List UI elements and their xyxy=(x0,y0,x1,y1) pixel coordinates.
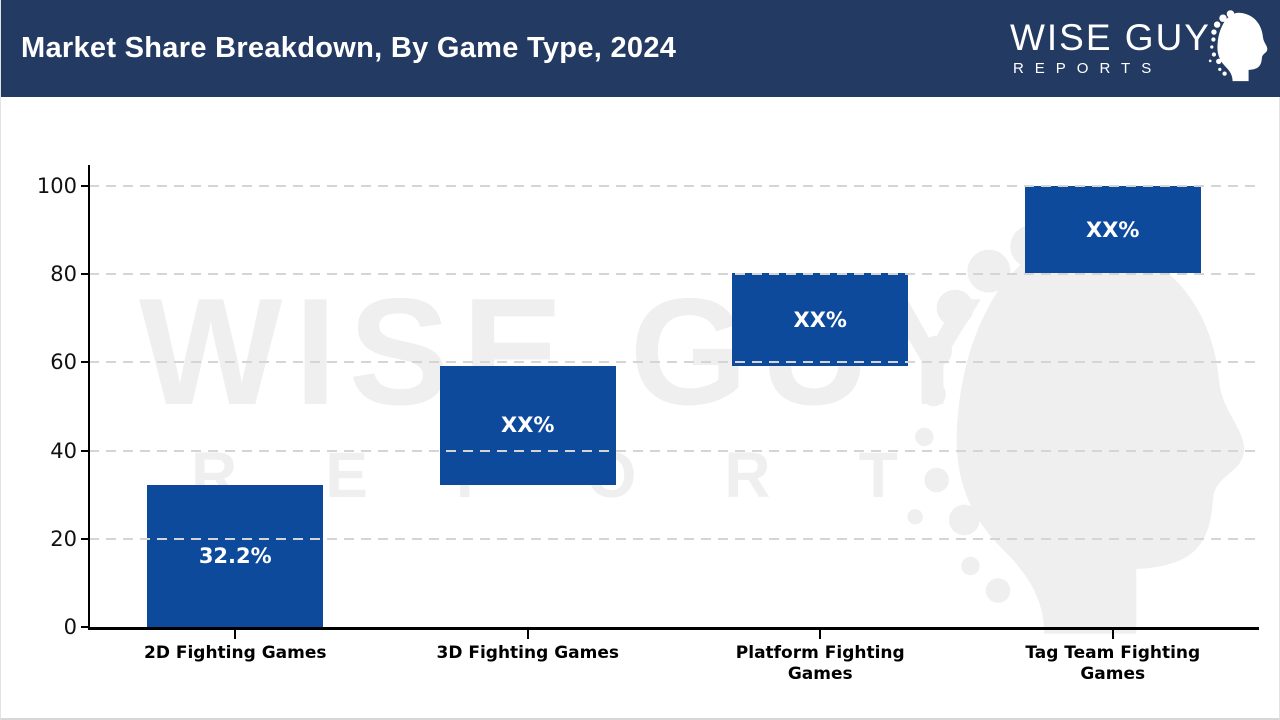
y-tick-label-40: 40 xyxy=(50,438,77,463)
x-category-label-3d-fighting-games: 3D Fighting Games xyxy=(436,643,619,663)
bar-value-label-tag-team-fighting-games: XX% xyxy=(1086,217,1140,242)
brand-sub-text: REPORTS xyxy=(1012,59,1163,77)
brand-logo: WISE GUY REPORTS xyxy=(1010,6,1271,88)
x-category-label-platform-fighting-games: Platform Fighting Games xyxy=(735,643,905,684)
y-tick-label-80: 80 xyxy=(50,262,77,287)
page-title: Market Share Breakdown, By Game Type, 20… xyxy=(21,32,677,64)
y-tick-label-60: 60 xyxy=(50,350,77,375)
x-tick-mark-platform-fighting-games xyxy=(819,630,822,639)
header-bar: Market Share Breakdown, By Game Type, 20… xyxy=(1,0,1280,97)
brand-logo-text: WISE GUY REPORTS xyxy=(1009,16,1211,77)
y-tick-mark-0 xyxy=(81,626,89,628)
x-axis-line xyxy=(88,627,1259,630)
brand-head-dots-icon xyxy=(1208,10,1268,82)
x-tick-mark-3d-fighting-games xyxy=(526,630,529,639)
y-tick-mark-100 xyxy=(81,185,89,187)
watermark-head-dots-graphic xyxy=(907,225,1245,634)
bar-value-label-2d-fighting-games: 32.2% xyxy=(198,543,272,568)
bar-tag-team-fighting-games: XX% xyxy=(1024,186,1201,274)
x-category-label-2d-fighting-games: 2D Fighting Games xyxy=(143,643,327,663)
bar-value-label-3d-fighting-games: XX% xyxy=(501,413,555,438)
gridline-100 xyxy=(89,185,1259,187)
y-tick-mark-80 xyxy=(81,273,89,276)
y-tick-mark-20 xyxy=(81,537,89,540)
y-tick-mark-60 xyxy=(81,361,89,364)
x-tick-mark-2d-fighting-games xyxy=(234,630,237,639)
bar-platform-fighting-games: XX% xyxy=(732,273,909,366)
y-axis-line xyxy=(88,165,90,630)
bar-3d-fighting-games: XX% xyxy=(439,365,616,485)
y-tick-label-20: 20 xyxy=(50,526,77,551)
brand-wordmark: WISE GUY xyxy=(1009,16,1211,58)
bar-2d-fighting-games: 32.2% xyxy=(147,484,324,627)
y-tick-label-0: 0 xyxy=(63,615,77,639)
y-tick-mark-40 xyxy=(81,449,89,452)
x-category-label-tag-team-fighting-games: Tag Team Fighting Games xyxy=(1025,643,1201,684)
gridline-20 xyxy=(89,537,1259,540)
bar-value-label-platform-fighting-games: XX% xyxy=(793,307,847,332)
gridline-60 xyxy=(89,361,1259,364)
x-tick-mark-tag-team-fighting-games xyxy=(1111,630,1114,639)
gridline-40 xyxy=(89,449,1259,452)
gridline-80 xyxy=(89,273,1259,276)
y-tick-label-100: 100 xyxy=(36,174,77,198)
